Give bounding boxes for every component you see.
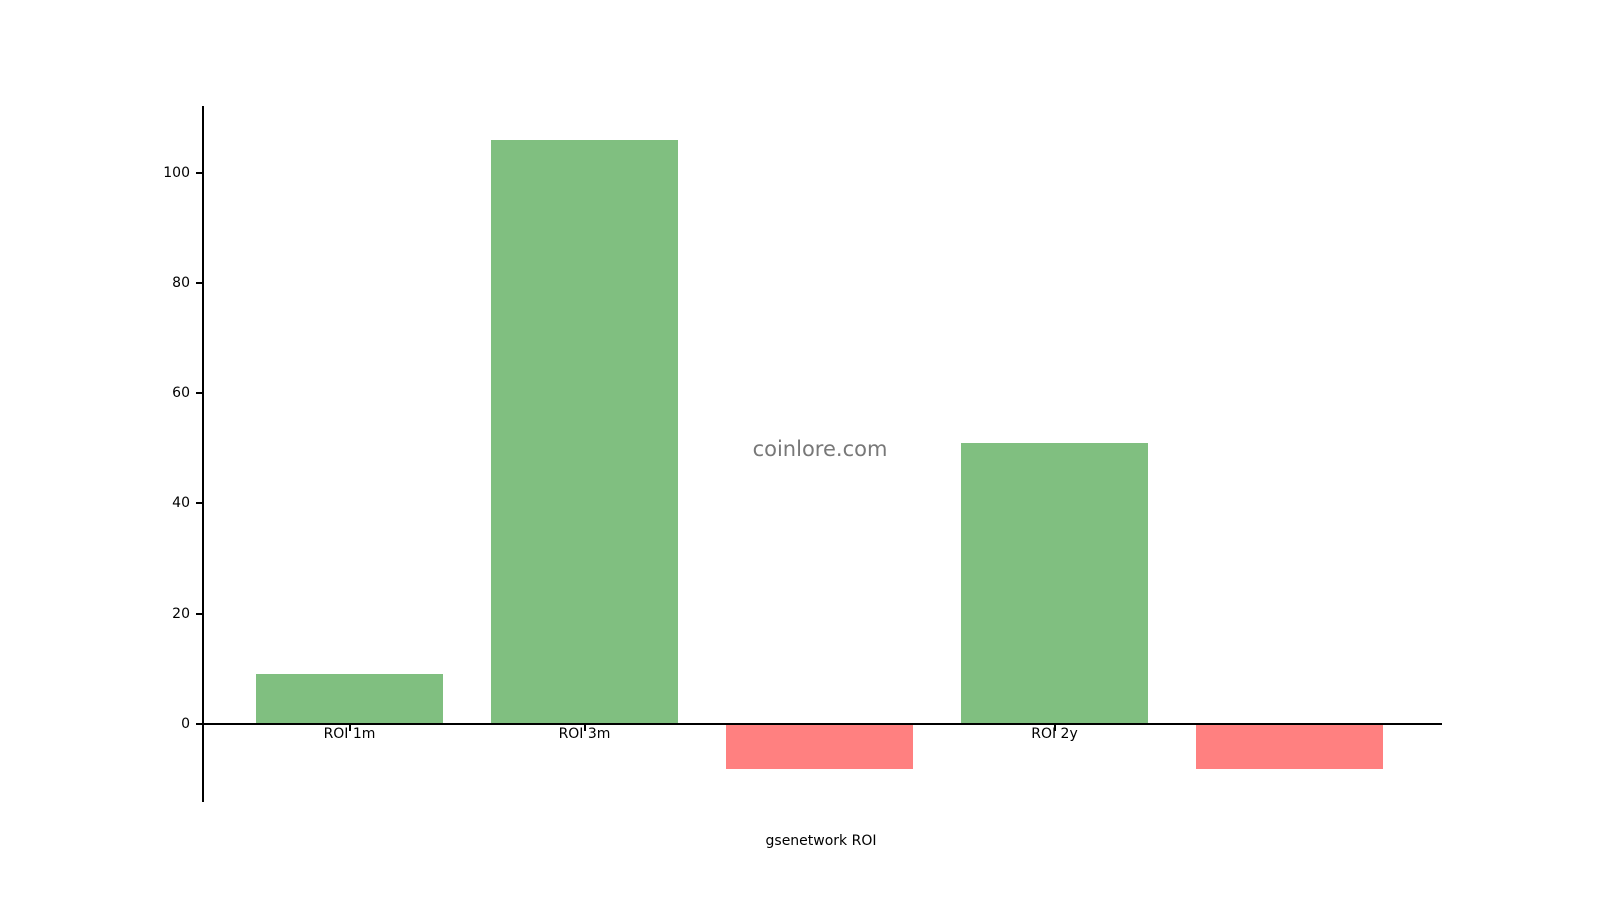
roi-bar-positive — [256, 674, 443, 724]
roi-bar-negative — [726, 725, 913, 770]
roi-bar-positive — [491, 139, 678, 724]
y-tick-mark — [196, 171, 203, 174]
x-axis-zero-line — [203, 723, 1442, 725]
roi-bar-positive — [961, 442, 1148, 724]
y-tick-label: 100 — [163, 164, 190, 181]
x-axis-title: gsenetwork ROI — [765, 833, 877, 849]
roi-bar-negative — [1196, 725, 1383, 770]
y-tick-label: 40 — [172, 495, 190, 512]
y-tick-label: 80 — [172, 274, 190, 291]
x-tick-label: ROI 2y — [1031, 726, 1078, 742]
x-tick-mark — [348, 725, 351, 731]
y-axis-spine — [202, 106, 204, 802]
x-tick-mark — [1053, 725, 1056, 731]
y-tick-mark — [196, 612, 203, 615]
x-tick-mark — [583, 725, 586, 731]
y-tick-mark — [196, 723, 203, 725]
x-tick-label: ROI 3m — [558, 726, 611, 742]
coinlore-watermark: coinlore.com — [752, 437, 888, 461]
y-tick-label: 20 — [172, 605, 190, 622]
y-tick-label: 60 — [172, 385, 190, 402]
x-tick-label: ROI 1m — [323, 726, 376, 742]
y-tick-mark — [196, 502, 203, 505]
y-tick-mark — [196, 392, 203, 395]
y-tick-label: 0 — [181, 716, 190, 732]
y-tick-mark — [196, 281, 203, 284]
